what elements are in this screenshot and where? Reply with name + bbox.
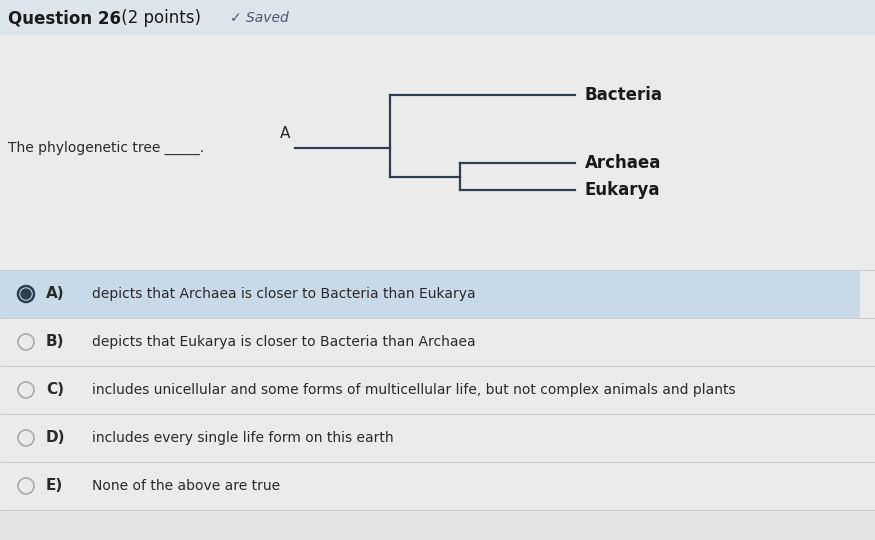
Text: None of the above are true: None of the above are true [92,479,280,493]
Text: Question 26: Question 26 [8,9,121,27]
Text: includes every single life form on this earth: includes every single life form on this … [92,431,394,445]
Text: A: A [280,126,290,141]
Text: E): E) [46,478,63,494]
Text: A): A) [46,287,65,301]
Text: C): C) [46,382,64,397]
Bar [0,270,860,318]
Bar [0,0,875,35]
Text: depicts that Eukarya is closer to Bacteria than Archaea: depicts that Eukarya is closer to Bacter… [92,335,476,349]
Text: Archaea: Archaea [585,154,662,172]
Text: includes unicellular and some forms of multicellular life, but not complex anima: includes unicellular and some forms of m… [92,383,736,397]
Circle shape [21,289,31,299]
Bar [0,35,875,270]
Text: ✓ Saved: ✓ Saved [230,11,289,25]
Text: B): B) [46,334,65,349]
Text: Eukarya: Eukarya [585,181,661,199]
Bar [0,270,875,510]
Text: depicts that Archaea is closer to Bacteria than Eukarya: depicts that Archaea is closer to Bacter… [92,287,476,301]
Text: The phylogenetic tree _____.: The phylogenetic tree _____. [8,141,204,155]
Text: D): D) [46,430,66,445]
Text: (2 points): (2 points) [116,9,201,27]
Text: Bacteria: Bacteria [585,86,663,104]
